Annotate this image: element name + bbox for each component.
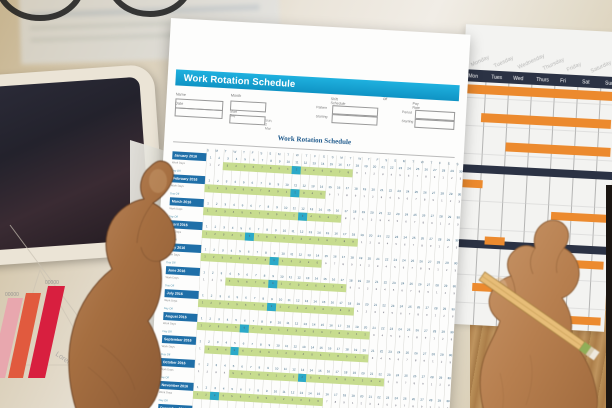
svg-text:00000: 00000 <box>45 280 59 286</box>
svg-text:Monday: Monday <box>470 55 490 69</box>
svg-text:Thurs: Thurs <box>536 77 550 84</box>
svg-text:Tues: Tues <box>491 75 503 82</box>
svg-text:Tuesday: Tuesday <box>493 55 515 69</box>
svg-text:Saturday: Saturday <box>590 60 612 75</box>
svg-text:Sat: Sat <box>582 79 590 85</box>
svg-text:Fri: Fri <box>560 78 566 84</box>
svg-text:Friday: Friday <box>566 61 583 73</box>
svg-text:Wed: Wed <box>513 76 524 83</box>
svg-text:Sun: Sun <box>605 81 612 87</box>
svg-text:Thursday: Thursday <box>542 57 566 72</box>
svg-text:00000: 00000 <box>5 292 19 298</box>
svg-text:Mon: Mon <box>468 73 478 80</box>
